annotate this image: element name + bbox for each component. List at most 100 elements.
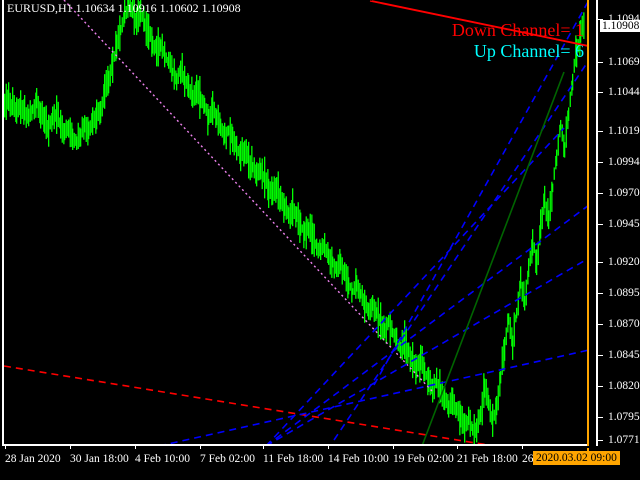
price-bar bbox=[380, 302, 382, 340]
price-bar bbox=[147, 13, 149, 48]
price-axis[interactable]: 1.109401.106951.104451.101951.099451.097… bbox=[596, 0, 640, 446]
price-bar bbox=[229, 117, 231, 155]
price-bar bbox=[311, 214, 313, 255]
price-tick bbox=[598, 293, 603, 294]
price-bar bbox=[419, 353, 421, 383]
price-bar bbox=[244, 140, 246, 164]
price-bar bbox=[471, 421, 473, 432]
price-tick bbox=[598, 62, 603, 63]
price-bar bbox=[7, 89, 9, 110]
price-bar bbox=[367, 302, 369, 317]
price-bar bbox=[345, 264, 347, 292]
price-bar bbox=[164, 41, 166, 68]
price-bar bbox=[521, 281, 523, 302]
price-bar bbox=[41, 100, 43, 125]
price-bar bbox=[475, 422, 477, 438]
price-bar bbox=[480, 405, 482, 422]
current-time-label: 2020.03.02 09:00 bbox=[533, 451, 620, 465]
price-bar bbox=[371, 297, 373, 318]
price-bar bbox=[476, 418, 478, 443]
crosshair-vertical-line[interactable] bbox=[587, 0, 589, 446]
up-channel-4[interactable] bbox=[266, 127, 565, 446]
price-bar bbox=[177, 67, 179, 84]
price-tick bbox=[598, 386, 603, 387]
price-bar bbox=[249, 155, 251, 181]
price-bar bbox=[148, 14, 150, 50]
time-tick bbox=[200, 445, 201, 449]
price-bar bbox=[576, 38, 578, 68]
price-bar bbox=[427, 367, 429, 396]
price-bar bbox=[495, 397, 497, 425]
price-bar bbox=[388, 314, 390, 328]
time-axis-label: 7 Feb 02:00 bbox=[200, 453, 255, 465]
price-bar bbox=[285, 196, 287, 220]
up-channel-2[interactable] bbox=[266, 258, 587, 446]
price-bar bbox=[467, 416, 469, 431]
price-bar bbox=[223, 125, 225, 146]
price-bar bbox=[453, 394, 455, 415]
up-channel-6[interactable] bbox=[373, 0, 587, 386]
price-bar bbox=[499, 371, 501, 397]
price-bar bbox=[556, 149, 558, 166]
price-bar bbox=[329, 249, 331, 275]
price-bar bbox=[353, 281, 355, 295]
down-channel-lower[interactable] bbox=[4, 365, 494, 446]
price-bar bbox=[132, 0, 134, 19]
price-bar bbox=[67, 120, 69, 137]
price-bar bbox=[85, 117, 87, 142]
time-axis[interactable]: 28 Jan 2020 30 Jan 18:00 4 Feb 10:00 7 Feb … bbox=[2, 445, 640, 480]
price-bar bbox=[413, 354, 415, 372]
price-bar bbox=[527, 270, 529, 285]
price-axis-label: 1.08705 bbox=[608, 318, 640, 330]
price-bar bbox=[133, 0, 135, 35]
price-bar bbox=[24, 95, 26, 121]
price-bar bbox=[239, 144, 241, 164]
price-bar bbox=[555, 155, 557, 170]
price-bar bbox=[391, 320, 393, 338]
price-bar bbox=[504, 336, 506, 361]
price-bar bbox=[407, 342, 409, 364]
time-axis-label: 11 Feb 18:00 bbox=[263, 453, 324, 465]
price-bar bbox=[296, 206, 298, 223]
price-bar bbox=[63, 123, 65, 145]
price-bar bbox=[195, 81, 197, 106]
price-axis-label: 1.07955 bbox=[608, 411, 640, 423]
price-bar bbox=[404, 320, 406, 359]
price-bar bbox=[225, 126, 227, 150]
price-bar bbox=[79, 127, 81, 147]
price-bar bbox=[240, 141, 242, 172]
price-plot-area[interactable] bbox=[2, 0, 587, 446]
price-bar bbox=[331, 246, 333, 278]
price-bar bbox=[185, 75, 187, 89]
price-bar bbox=[113, 51, 115, 62]
up-channel-1[interactable] bbox=[159, 349, 587, 446]
price-bar bbox=[172, 67, 174, 77]
price-bar bbox=[505, 327, 507, 346]
price-bar bbox=[531, 239, 533, 264]
price-bar bbox=[99, 101, 101, 125]
time-tick bbox=[457, 445, 458, 449]
price-bar bbox=[197, 80, 199, 105]
price-bar bbox=[553, 167, 555, 180]
price-bar bbox=[564, 142, 566, 158]
up-trend-line[interactable] bbox=[421, 71, 565, 446]
price-bar bbox=[328, 248, 330, 265]
price-bar bbox=[368, 303, 370, 320]
price-bar bbox=[87, 116, 89, 146]
price-bar bbox=[469, 409, 471, 437]
price-bar bbox=[341, 257, 343, 285]
price-bar bbox=[399, 338, 401, 353]
price-bar bbox=[119, 15, 121, 52]
price-bar bbox=[75, 133, 77, 146]
price-bar bbox=[379, 313, 381, 326]
price-bar bbox=[395, 327, 397, 347]
price-bar bbox=[425, 370, 427, 380]
up-channel-5[interactable] bbox=[333, 60, 587, 441]
price-bar bbox=[299, 209, 301, 243]
time-axis-label: 19 Feb 02:00 bbox=[393, 453, 454, 465]
price-bar bbox=[267, 168, 269, 201]
price-bar bbox=[245, 139, 247, 165]
price-bar bbox=[568, 107, 570, 121]
price-bar bbox=[421, 345, 423, 374]
price-bar bbox=[61, 115, 63, 143]
